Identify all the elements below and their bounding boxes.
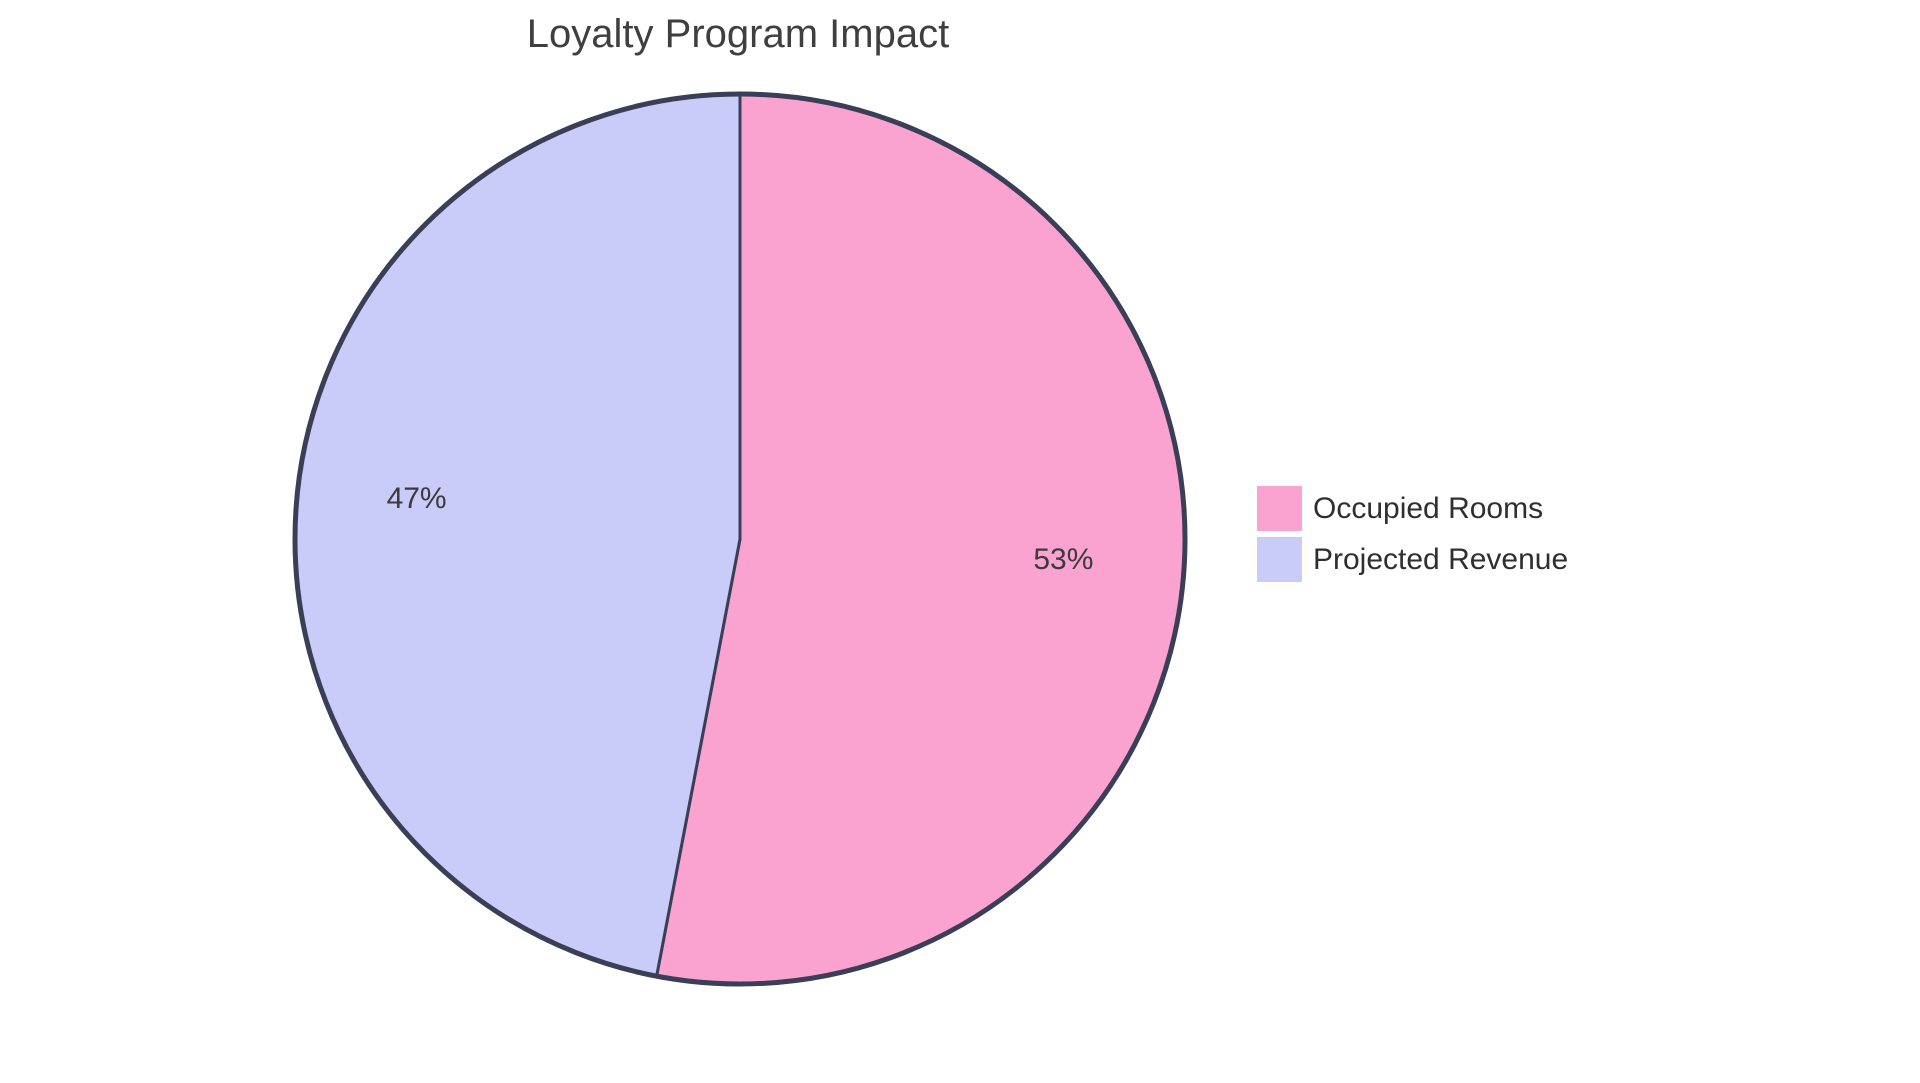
- legend-item: Projected Revenue: [1257, 537, 1568, 582]
- pie-slice-percent-label-projected-revenue: 47%: [387, 482, 447, 515]
- legend-swatch-projected-revenue: [1257, 537, 1302, 582]
- pie-slice-percent-label-occupied-rooms: 53%: [1033, 543, 1093, 576]
- legend-label-projected-revenue: Projected Revenue: [1313, 542, 1569, 576]
- pie-slice-projected-revenue: [293, 92, 742, 978]
- legend-item: Occupied Rooms: [1257, 486, 1568, 531]
- legend-swatch-occupied-rooms: [1257, 486, 1302, 531]
- chart-title: Loyalty Program Impact: [526, 12, 950, 56]
- legend-label-occupied-rooms: Occupied Rooms: [1313, 491, 1544, 525]
- pie-chart: 53% 47%: [292, 91, 1188, 987]
- pie-outline: [292, 91, 1188, 987]
- legend: Occupied Rooms Projected Revenue: [1257, 486, 1568, 582]
